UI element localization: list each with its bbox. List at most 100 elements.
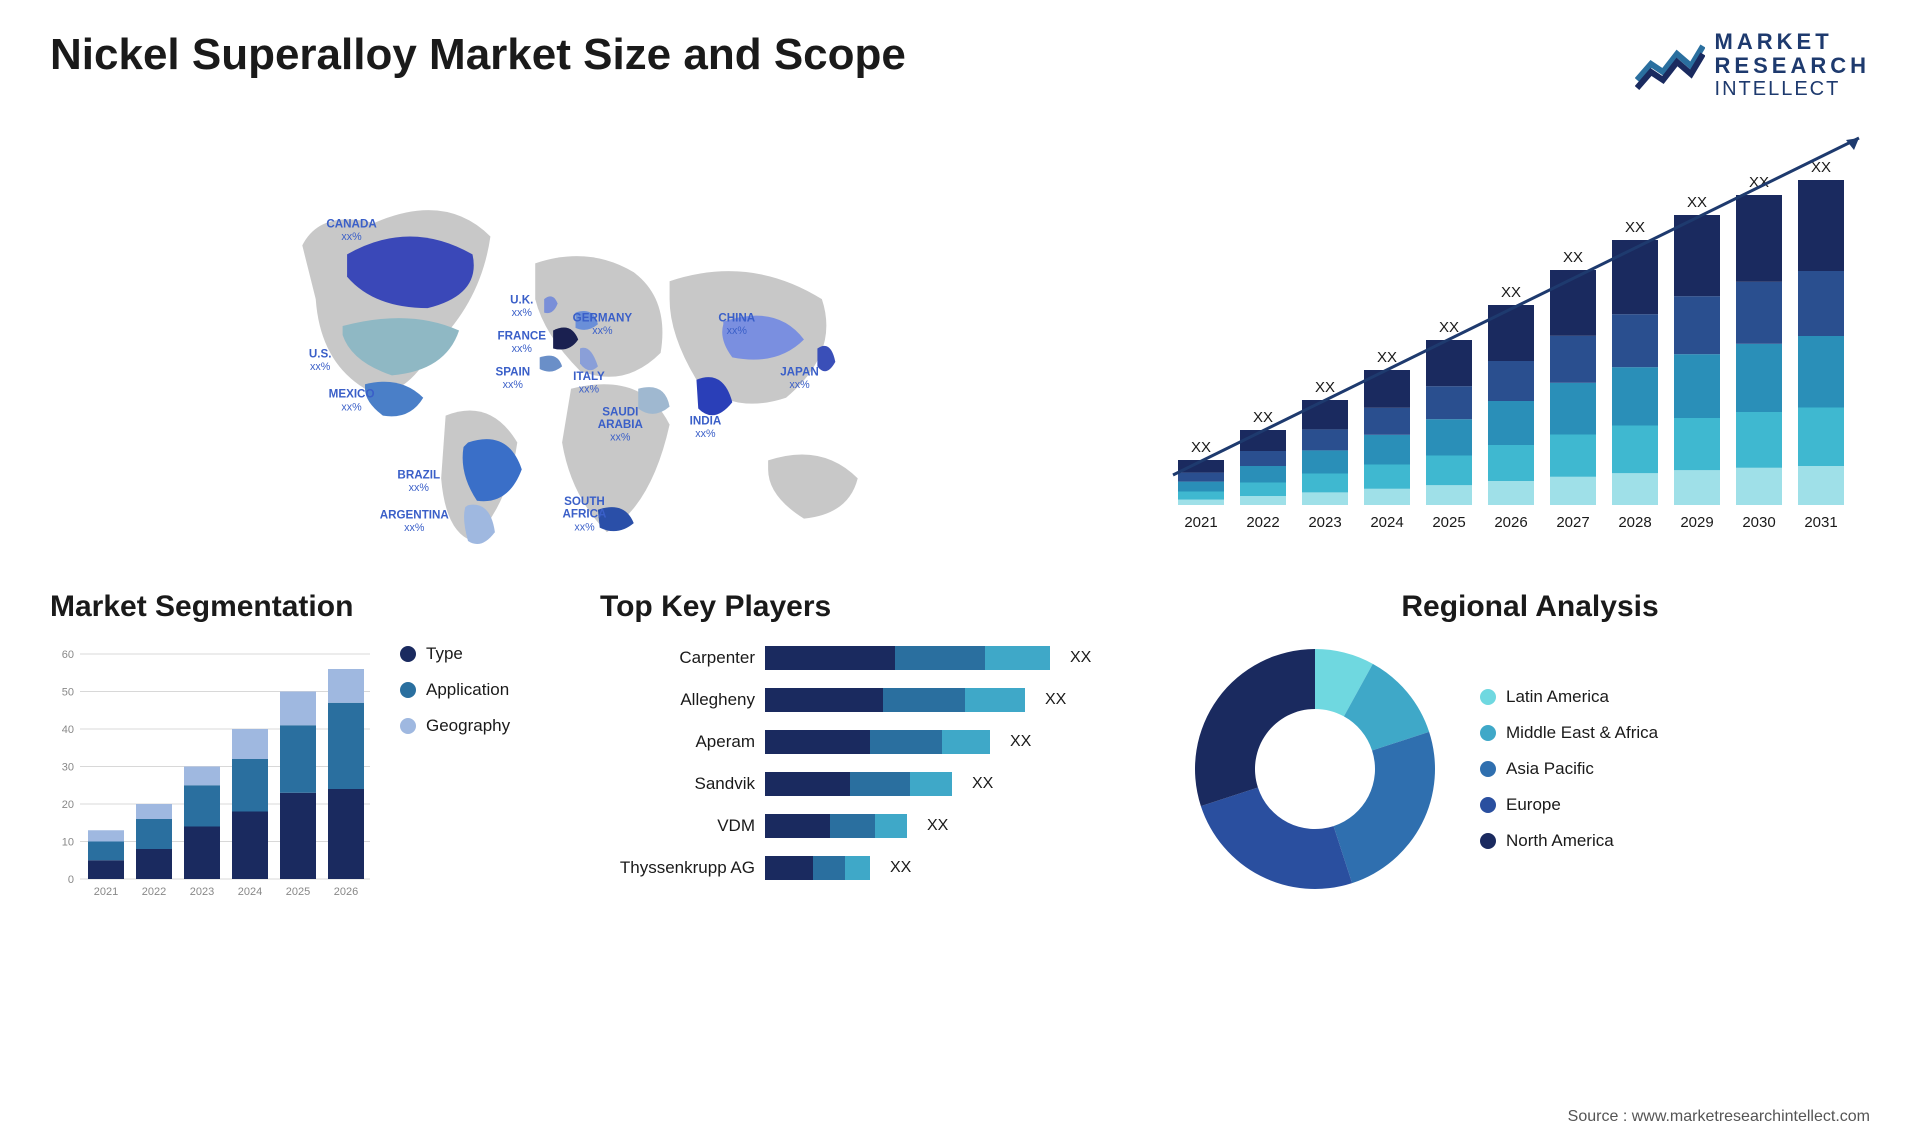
svg-text:xx%: xx% (789, 379, 810, 391)
svg-text:xx%: xx% (310, 361, 331, 373)
svg-text:0: 0 (68, 874, 74, 886)
svg-text:2024: 2024 (1370, 514, 1403, 531)
svg-text:CHINA: CHINA (718, 312, 755, 325)
logo-text-3: INTELLECT (1715, 78, 1870, 100)
logo-text-2: RESEARCH (1715, 54, 1870, 78)
player-bar (765, 730, 990, 754)
svg-text:xx%: xx% (341, 231, 362, 243)
regional-donut (1190, 644, 1440, 894)
svg-text:ITALY: ITALY (573, 370, 605, 383)
svg-text:2027: 2027 (1556, 514, 1589, 531)
svg-text:40: 40 (62, 724, 74, 736)
svg-text:SPAIN: SPAIN (495, 366, 530, 379)
forecast-chart: XX 2021 XX 2022 XX 2023 XX 2024 XX 2025 XX 2026 XX 20… (1150, 120, 1870, 550)
player-row: VDM XX (600, 812, 1160, 840)
svg-text:10: 10 (62, 837, 74, 849)
svg-text:2022: 2022 (142, 886, 166, 898)
logo-mark-icon (1635, 38, 1705, 93)
player-bar (765, 856, 870, 880)
svg-text:XX: XX (1687, 194, 1707, 211)
svg-text:JAPAN: JAPAN (780, 366, 819, 379)
legend-item: Geography (400, 716, 510, 736)
svg-text:XX: XX (1315, 379, 1335, 396)
svg-text:BRAZIL: BRAZIL (397, 469, 440, 482)
player-label: Thyssenkrupp AG (600, 858, 755, 878)
legend-item: Application (400, 680, 510, 700)
svg-text:XX: XX (1625, 219, 1645, 236)
player-bar (765, 646, 1050, 670)
svg-text:2026: 2026 (334, 886, 358, 898)
player-row: AlleghenyXX (600, 686, 1160, 714)
logo-text-1: MARKET (1715, 30, 1870, 54)
svg-text:XX: XX (1377, 349, 1397, 366)
segmentation-chart: 0102030405060202120222023202420252026 (50, 644, 370, 904)
svg-text:xx%: xx% (512, 343, 533, 355)
player-label: Carpenter (600, 648, 755, 668)
svg-text:FRANCE: FRANCE (498, 330, 547, 343)
svg-text:XX: XX (1501, 284, 1521, 301)
player-row: CarpenterXX (600, 644, 1160, 672)
legend-item: North America (1480, 831, 1658, 851)
svg-text:2022: 2022 (1246, 514, 1279, 531)
svg-text:xx%: xx% (512, 308, 533, 320)
players-title: Top Key Players (600, 590, 1160, 624)
svg-text:2031: 2031 (1804, 514, 1837, 531)
svg-text:xx%: xx% (695, 429, 716, 441)
segmentation-legend: Type Application Geography (400, 644, 510, 904)
svg-text:2023: 2023 (190, 886, 214, 898)
svg-text:2023: 2023 (1308, 514, 1341, 531)
svg-text:20: 20 (62, 799, 74, 811)
svg-text:2026: 2026 (1494, 514, 1527, 531)
source-footer: Source : www.marketresearchintellect.com (1568, 1108, 1870, 1126)
svg-text:2021: 2021 (1184, 514, 1217, 531)
player-label: Sandvik (600, 774, 755, 794)
players-chart: CarpenterXXAlleghenyXXAperamXXSandvikXXV… (600, 644, 1160, 882)
svg-text:XX: XX (1563, 249, 1583, 266)
legend-item: Latin America (1480, 687, 1658, 707)
player-label: VDM (600, 816, 755, 836)
player-row: Thyssenkrupp AGXX (600, 854, 1160, 882)
segmentation-title: Market Segmentation (50, 590, 570, 624)
svg-text:2021: 2021 (94, 886, 118, 898)
player-label: Aperam (600, 732, 755, 752)
world-map: CANADAxx%U.S.xx%MEXICOxx%BRAZILxx%ARGENT… (50, 120, 1110, 550)
player-row: Aperam XX (600, 728, 1160, 756)
regional-title: Regional Analysis (1190, 590, 1870, 624)
svg-text:30: 30 (62, 762, 74, 774)
svg-text:ARGENTINA: ARGENTINA (380, 509, 450, 522)
player-bar (765, 688, 1025, 712)
page-title: Nickel Superalloy Market Size and Scope (50, 30, 906, 80)
svg-text:2029: 2029 (1680, 514, 1713, 531)
svg-text:XX: XX (1191, 439, 1211, 456)
svg-text:2024: 2024 (238, 886, 262, 898)
svg-text:U.K.: U.K. (510, 294, 533, 307)
player-bar (765, 772, 952, 796)
svg-text:MEXICO: MEXICO (329, 388, 375, 401)
svg-text:xx%: xx% (409, 482, 430, 494)
player-bar (765, 814, 907, 838)
svg-text:XX: XX (1439, 319, 1459, 336)
player-label: Allegheny (600, 690, 755, 710)
svg-text:xx%: xx% (341, 402, 362, 414)
svg-text:2030: 2030 (1742, 514, 1775, 531)
svg-text:U.S.: U.S. (309, 348, 332, 361)
svg-text:CANADA: CANADA (326, 218, 377, 231)
player-row: Sandvik XX (600, 770, 1160, 798)
legend-item: Type (400, 644, 510, 664)
player-value: XX (1010, 733, 1031, 751)
legend-item: Middle East & Africa (1480, 723, 1658, 743)
brand-logo: MARKET RESEARCH INTELLECT (1635, 30, 1870, 100)
legend-item: Europe (1480, 795, 1658, 815)
svg-text:xx%: xx% (727, 325, 748, 337)
player-value: XX (927, 817, 948, 835)
svg-text:xx%: xx% (579, 384, 600, 396)
svg-text:2025: 2025 (1432, 514, 1465, 531)
svg-text:XX: XX (1253, 409, 1273, 426)
svg-text:xx%: xx% (503, 379, 524, 391)
svg-text:xx%: xx% (404, 523, 425, 535)
regional-legend: Latin AmericaMiddle East & AfricaAsia Pa… (1480, 687, 1658, 851)
svg-text:60: 60 (62, 649, 74, 661)
player-value: XX (972, 775, 993, 793)
svg-text:50: 50 (62, 687, 74, 699)
svg-text:2028: 2028 (1618, 514, 1651, 531)
